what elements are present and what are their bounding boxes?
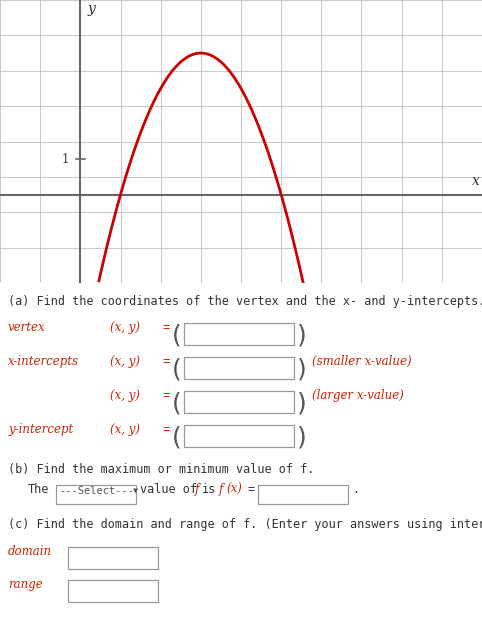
FancyBboxPatch shape (56, 485, 136, 504)
FancyBboxPatch shape (68, 580, 158, 602)
Text: vertex: vertex (8, 321, 46, 334)
Text: is: is (202, 483, 216, 496)
FancyBboxPatch shape (184, 357, 294, 379)
Text: (x): (x) (226, 483, 242, 496)
Text: domain: domain (8, 545, 52, 558)
Text: ): ) (297, 391, 307, 415)
Text: ▼: ▼ (133, 486, 138, 495)
Text: 1: 1 (62, 152, 69, 165)
Text: y-intercept: y-intercept (8, 423, 73, 436)
Text: f: f (195, 483, 200, 496)
Text: (x, y): (x, y) (110, 355, 140, 368)
Text: f: f (219, 483, 223, 496)
Text: ): ) (297, 323, 307, 347)
Text: (: ( (172, 357, 182, 381)
FancyBboxPatch shape (258, 485, 348, 504)
Text: (b) Find the maximum or minimum value of f.: (b) Find the maximum or minimum value of… (8, 463, 314, 476)
Text: x-intercepts: x-intercepts (8, 355, 79, 368)
Text: =: = (156, 423, 170, 436)
Text: =: = (156, 355, 170, 368)
Text: =: = (248, 483, 255, 496)
Text: (: ( (172, 323, 182, 347)
Text: ): ) (297, 425, 307, 449)
Text: range: range (8, 578, 43, 591)
Text: (: ( (172, 391, 182, 415)
Text: y: y (88, 2, 95, 16)
Text: ---Select---: ---Select--- (59, 486, 134, 496)
Text: (c) Find the domain and range of f. (Enter your answers using interval notation.: (c) Find the domain and range of f. (Ent… (8, 518, 482, 531)
Text: The: The (28, 483, 49, 496)
FancyBboxPatch shape (184, 391, 294, 413)
Text: (x, y): (x, y) (110, 389, 140, 402)
Text: =: = (156, 389, 170, 402)
Text: (a) Find the coordinates of the vertex and the x- and y-intercepts.: (a) Find the coordinates of the vertex a… (8, 295, 482, 308)
FancyBboxPatch shape (184, 323, 294, 345)
Text: (: ( (172, 425, 182, 449)
FancyBboxPatch shape (184, 425, 294, 447)
Text: (smaller x-value): (smaller x-value) (312, 355, 412, 368)
Text: (x, y): (x, y) (110, 321, 140, 334)
Text: .: . (352, 483, 359, 496)
Text: x: x (472, 174, 480, 188)
FancyBboxPatch shape (68, 547, 158, 569)
Text: ): ) (297, 357, 307, 381)
Text: =: = (156, 321, 170, 334)
Text: (larger x-value): (larger x-value) (312, 389, 404, 402)
Text: value of: value of (140, 483, 197, 496)
Text: (x, y): (x, y) (110, 423, 140, 436)
